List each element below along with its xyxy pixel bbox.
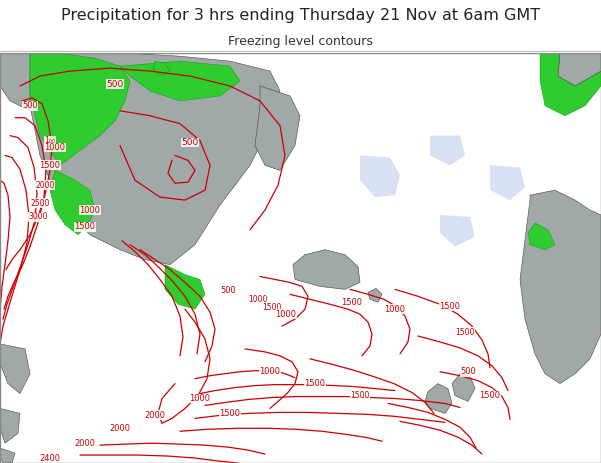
- Text: 1500: 1500: [305, 379, 326, 388]
- Text: 1₀₀: 1₀₀: [44, 136, 55, 145]
- Polygon shape: [368, 288, 382, 302]
- Text: 2000: 2000: [109, 424, 130, 433]
- Text: 1000: 1000: [189, 394, 210, 403]
- Polygon shape: [165, 264, 205, 309]
- Polygon shape: [425, 384, 452, 413]
- Polygon shape: [0, 344, 30, 394]
- Text: 1500: 1500: [40, 161, 61, 170]
- Text: Precipitation for 3 hrs ending Thursday 21 Nov at 6am GMT: Precipitation for 3 hrs ending Thursday …: [61, 8, 540, 24]
- Polygon shape: [0, 448, 15, 463]
- Polygon shape: [440, 215, 475, 247]
- Polygon shape: [490, 165, 525, 200]
- Polygon shape: [528, 223, 555, 250]
- Text: 1500: 1500: [439, 302, 460, 311]
- Text: 1000: 1000: [385, 305, 406, 314]
- Polygon shape: [30, 53, 130, 165]
- Text: 1000: 1000: [79, 206, 100, 214]
- Polygon shape: [558, 53, 601, 86]
- Polygon shape: [0, 53, 90, 111]
- Text: 1500: 1500: [456, 327, 475, 337]
- Text: 1000: 1000: [260, 367, 281, 376]
- Text: 500: 500: [220, 286, 236, 295]
- Text: 2500: 2500: [30, 199, 50, 207]
- Text: 1500: 1500: [350, 391, 370, 400]
- Text: 1500: 1500: [262, 303, 282, 312]
- Text: 2000: 2000: [144, 411, 165, 420]
- Polygon shape: [360, 156, 400, 197]
- Polygon shape: [50, 170, 95, 235]
- Text: 1000: 1000: [248, 295, 267, 304]
- Text: 1000: 1000: [44, 143, 66, 152]
- Polygon shape: [540, 53, 601, 116]
- Text: 1500: 1500: [341, 298, 362, 307]
- Polygon shape: [0, 408, 20, 443]
- Polygon shape: [430, 136, 465, 165]
- Text: Freezing level contours: Freezing level contours: [228, 35, 373, 48]
- Text: 1500: 1500: [480, 391, 501, 400]
- Polygon shape: [255, 86, 300, 170]
- Text: 500: 500: [106, 80, 124, 88]
- Polygon shape: [30, 53, 280, 264]
- Text: 500: 500: [22, 101, 38, 110]
- Text: 1000: 1000: [275, 310, 296, 319]
- Polygon shape: [120, 61, 240, 101]
- Polygon shape: [452, 374, 475, 401]
- Polygon shape: [153, 61, 170, 76]
- Text: 2000: 2000: [35, 181, 55, 190]
- Text: 2000: 2000: [75, 438, 96, 448]
- Polygon shape: [520, 190, 601, 384]
- Text: 2400: 2400: [40, 454, 61, 463]
- Text: 1500: 1500: [219, 409, 240, 418]
- Polygon shape: [293, 250, 360, 289]
- Text: 500: 500: [182, 138, 198, 147]
- Text: 3000: 3000: [28, 213, 47, 221]
- Text: 1500: 1500: [75, 222, 96, 232]
- Text: 500: 500: [460, 367, 476, 376]
